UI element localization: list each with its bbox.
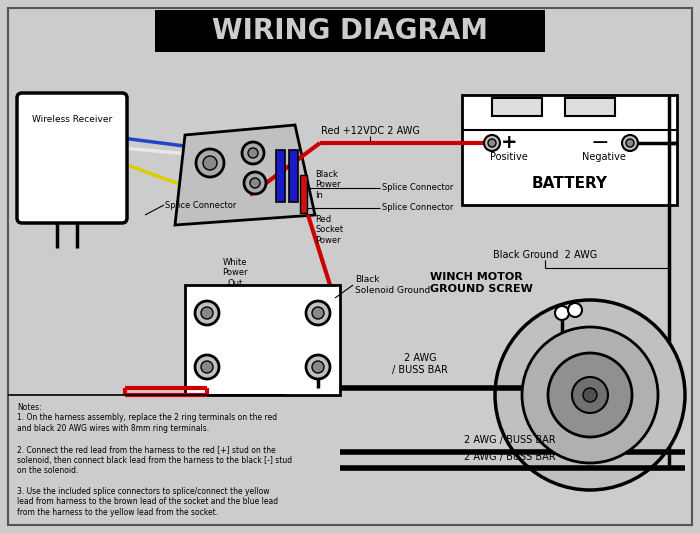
Text: 3. Use the included splice connectors to splice/connect the yellow: 3. Use the included splice connectors to… [17,487,270,496]
Circle shape [555,306,569,320]
Text: +: + [500,133,517,152]
Circle shape [522,327,658,463]
Polygon shape [175,125,315,225]
Circle shape [203,156,217,170]
Text: and black 20 AWG wires with 8mm ring terminals.: and black 20 AWG wires with 8mm ring ter… [17,424,209,433]
Text: WINCH MOTOR
GROUND SCREW: WINCH MOTOR GROUND SCREW [430,272,533,294]
Text: Negative: Negative [582,152,626,162]
Circle shape [583,388,597,402]
Bar [565,98,615,116]
Text: Black
Solenoid Ground: Black Solenoid Ground [355,276,430,295]
Circle shape [201,361,213,373]
Circle shape [312,307,324,319]
Bar [289,150,298,202]
Text: Black Ground  2 AWG: Black Ground 2 AWG [493,250,597,260]
Circle shape [568,303,582,317]
Circle shape [306,301,330,325]
Circle shape [484,135,500,151]
Circle shape [196,149,224,177]
Text: Positive: Positive [490,152,528,162]
Text: 1. On the harness assembly, replace the 2 ring terminals on the red: 1. On the harness assembly, replace the … [17,414,277,423]
Circle shape [622,135,638,151]
Circle shape [312,361,324,373]
Bar [185,285,340,395]
Circle shape [250,178,260,188]
Text: solenoid, then connect black lead from the harness to the black [-] stud: solenoid, then connect black lead from t… [17,456,292,464]
Text: 2 AWG / BUSS BAR: 2 AWG / BUSS BAR [464,452,556,462]
Text: on the solenoid.: on the solenoid. [17,466,78,475]
Circle shape [495,300,685,490]
Bar [492,98,542,116]
Text: Splice Connector: Splice Connector [382,183,454,192]
Text: BATTERY: BATTERY [531,175,608,190]
Text: Red +12VDC 2 AWG: Red +12VDC 2 AWG [321,126,419,136]
Circle shape [572,377,608,413]
Circle shape [626,139,634,147]
Bar [462,95,677,205]
Text: Red
Socket
Power: Red Socket Power [315,215,343,245]
Circle shape [488,139,496,147]
Circle shape [248,148,258,158]
Circle shape [201,307,213,319]
Circle shape [242,142,264,164]
Text: 2 AWG
/ BUSS BAR: 2 AWG / BUSS BAR [392,353,448,375]
Circle shape [195,355,219,379]
Text: White
Power
Out: White Power Out [222,258,248,288]
Text: Splice Connector: Splice Connector [382,204,454,213]
Text: 2. Connect the red lead from the harness to the red [+] stud on the: 2. Connect the red lead from the harness… [17,445,276,454]
Text: WIRING DIAGRAM: WIRING DIAGRAM [212,17,488,45]
Text: Notes:: Notes: [17,403,41,412]
Circle shape [244,172,266,194]
Circle shape [306,355,330,379]
Bar [300,175,307,213]
Bar [276,150,285,202]
FancyBboxPatch shape [17,93,127,223]
Text: −: − [591,133,609,153]
Text: Black
Power
In: Black Power In [315,170,341,200]
Circle shape [548,353,632,437]
Text: 2 AWG / BUSS BAR: 2 AWG / BUSS BAR [464,435,556,445]
Text: lead from harness to the brown lead of the socket and the blue lead: lead from harness to the brown lead of t… [17,497,278,506]
Text: Wireless Receiver: Wireless Receiver [32,116,112,125]
Circle shape [195,301,219,325]
Bar [155,10,545,52]
Text: from the harness to the yellow lead from the socket.: from the harness to the yellow lead from… [17,508,218,517]
Text: Splice Connector: Splice Connector [165,200,237,209]
